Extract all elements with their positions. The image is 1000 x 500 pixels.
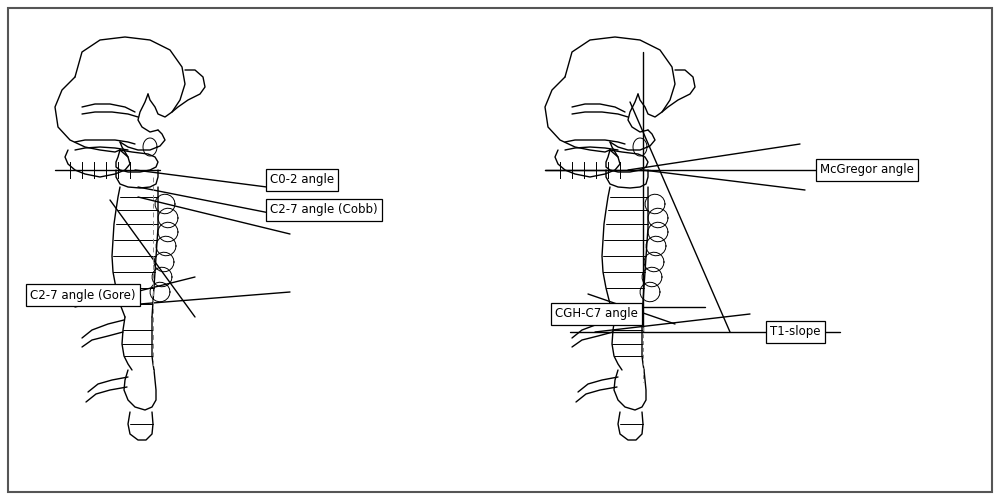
Text: C2-7 angle (Cobb): C2-7 angle (Cobb): [270, 204, 378, 216]
FancyBboxPatch shape: [8, 8, 992, 492]
Text: McGregor angle: McGregor angle: [820, 164, 914, 176]
Text: C2-7 angle (Gore): C2-7 angle (Gore): [30, 288, 136, 302]
Text: C0-2 angle: C0-2 angle: [270, 174, 334, 186]
Text: T1-slope: T1-slope: [770, 326, 820, 338]
Text: CGH-C7 angle: CGH-C7 angle: [555, 308, 638, 320]
